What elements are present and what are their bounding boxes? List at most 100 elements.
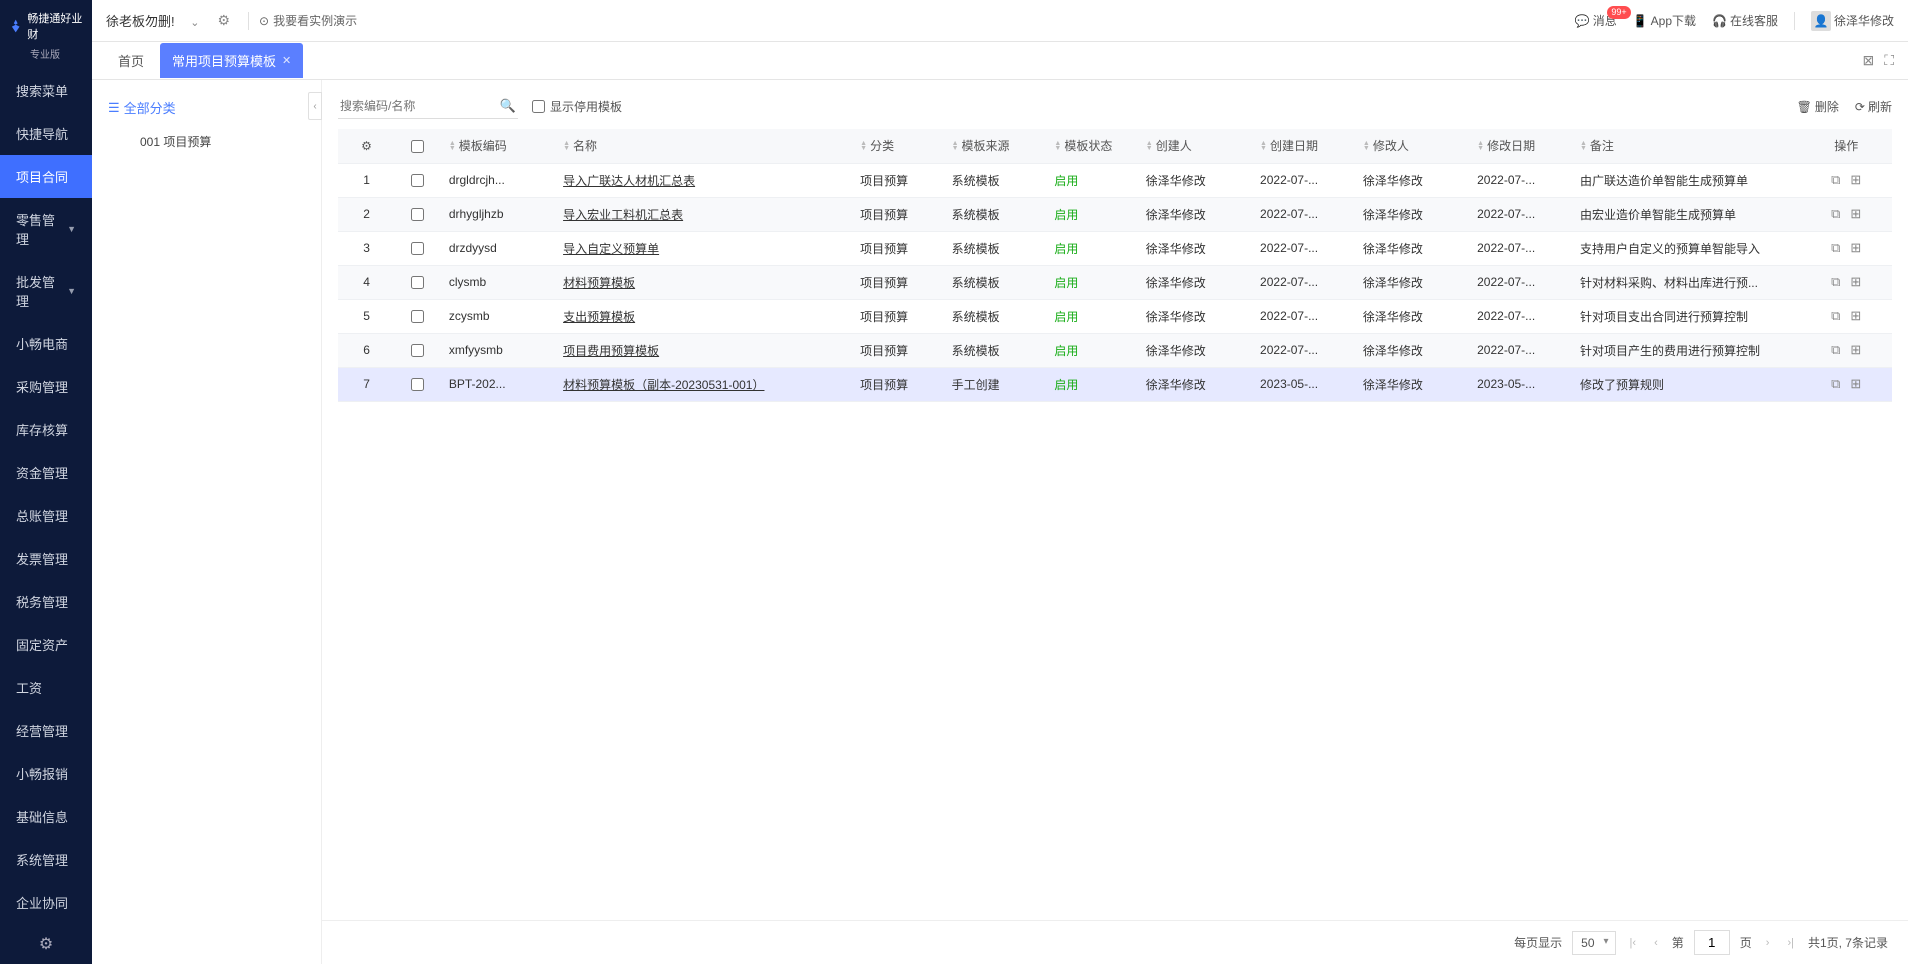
sidebar-item-17[interactable]: 系统管理 [0,838,92,881]
sidebar-item-label: 批发管理 [16,272,67,310]
sidebar-item-8[interactable]: 资金管理 [0,451,92,494]
view-icon[interactable]: ⧉ [1831,376,1840,392]
show-disabled-checkbox[interactable] [532,100,545,113]
sidebar-item-13[interactable]: 工资 [0,666,92,709]
table-row[interactable]: 5zcysmb支出预算模板项目预算系统模板启用徐泽华修改2022-07-...徐… [338,299,1892,333]
col-creator[interactable]: ▲▼创建人 [1138,129,1252,163]
fullscreen-icon[interactable]: ⛶ [1884,52,1894,69]
view-icon[interactable]: ⧉ [1831,172,1840,188]
support-button[interactable]: 🎧 在线客服 [1712,12,1778,29]
table-row[interactable]: 1drgldrcjh...导入广联达人材机汇总表项目预算系统模板启用徐泽华修改2… [338,163,1892,197]
table-row[interactable]: 7BPT-202...材料预算模板（副本-20230531-001）项目预算手工… [338,367,1892,401]
more-icon[interactable]: ⊞ [1850,376,1861,392]
select-all-checkbox[interactable] [411,140,424,153]
col-cdate[interactable]: ▲▼创建日期 [1252,129,1355,163]
category-root-label: 全部分类 [124,98,176,117]
more-icon[interactable]: ⊞ [1850,240,1861,256]
settings-icon[interactable]: ⚙ [39,936,53,953]
sidebar-item-3[interactable]: 零售管理▼ [0,198,92,260]
more-icon[interactable]: ⊞ [1850,172,1861,188]
view-icon[interactable]: ⧉ [1831,308,1840,324]
user-menu[interactable]: 👤 徐泽华修改 [1811,11,1894,31]
prev-page-button[interactable]: ‹ [1650,937,1662,949]
app-download-button[interactable]: 📱 App下载 [1633,12,1696,29]
close-icon[interactable]: ✕ [282,54,291,67]
more-icon[interactable]: ⊞ [1850,206,1861,222]
row-checkbox[interactable] [411,208,424,221]
sidebar-item-16[interactable]: 基础信息 [0,795,92,838]
search-input[interactable] [338,94,518,119]
category-item[interactable]: 001 项目预算 [102,121,311,154]
gear-icon[interactable]: ⚙ [217,12,230,29]
more-icon[interactable]: ⊞ [1850,308,1861,324]
col-mdate[interactable]: ▲▼修改日期 [1469,129,1572,163]
table-row[interactable]: 4clysmb材料预算模板项目预算系统模板启用徐泽华修改2022-07-...徐… [338,265,1892,299]
sidebar-item-10[interactable]: 发票管理 [0,537,92,580]
tab-budget-templates[interactable]: 常用项目预算模板 ✕ [160,43,303,78]
table-row[interactable]: 2drhygljhzb导入宏业工料机汇总表项目预算系统模板启用徐泽华修改2022… [338,197,1892,231]
refresh-button[interactable]: ⟳ 刷新 [1855,98,1892,115]
template-name-link[interactable]: 项目费用预算模板 [563,344,659,358]
sidebar-item-11[interactable]: 税务管理 [0,580,92,623]
sidebar-item-1[interactable]: 快捷导航 [0,112,92,155]
demo-link[interactable]: ⊙ 我要看实例演示 [259,12,357,29]
sidebar-item-5[interactable]: 小畅电商 [0,322,92,365]
row-checkbox[interactable] [411,378,424,391]
tab-home[interactable]: 首页 [106,43,156,78]
template-name-link[interactable]: 材料预算模板（副本-20230531-001） [563,378,764,392]
col-modifier[interactable]: ▲▼修改人 [1355,129,1469,163]
col-code[interactable]: ▲▼模板编码 [441,129,555,163]
view-icon[interactable]: ⧉ [1831,240,1840,256]
more-icon[interactable]: ⊞ [1850,342,1861,358]
row-checkbox[interactable] [411,242,424,255]
col-status[interactable]: ▲▼模板状态 [1046,129,1137,163]
first-page-button[interactable]: |‹ [1626,937,1641,949]
messages-button[interactable]: 💬 消息 99+ [1575,12,1617,29]
sidebar-item-6[interactable]: 采购管理 [0,365,92,408]
cell-source: 系统模板 [944,299,1047,333]
col-settings[interactable]: ⚙ [338,129,395,163]
close-all-icon[interactable]: ⊠ [1862,52,1874,69]
delete-button[interactable]: 🗑 删除 [1797,98,1839,115]
sidebar-item-15[interactable]: 小畅报销 [0,752,92,795]
template-name-link[interactable]: 支出预算模板 [563,310,635,324]
next-page-button[interactable]: › [1762,937,1774,949]
sidebar-item-14[interactable]: 经营管理 [0,709,92,752]
sidebar-item-7[interactable]: 库存核算 [0,408,92,451]
more-icon[interactable]: ⊞ [1850,274,1861,290]
category-root[interactable]: ☰ 全部分类 [102,94,311,121]
sidebar-item-0[interactable]: 搜索菜单 [0,69,92,112]
last-page-button[interactable]: ›| [1783,937,1798,949]
row-checkbox[interactable] [411,174,424,187]
sidebar-item-12[interactable]: 固定资产 [0,623,92,666]
col-category[interactable]: ▲▼分类 [852,129,943,163]
view-icon[interactable]: ⧉ [1831,206,1840,222]
collapse-button[interactable]: ‹ [308,92,322,120]
col-source[interactable]: ▲▼模板来源 [944,129,1047,163]
org-selector[interactable]: 徐老板勿删! ⌄ [106,11,199,30]
sidebar-item-4[interactable]: 批发管理▼ [0,260,92,322]
view-icon[interactable]: ⧉ [1831,342,1840,358]
search-icon[interactable]: 🔍 [500,98,516,114]
row-checkbox[interactable] [411,276,424,289]
template-name-link[interactable]: 导入自定义预算单 [563,242,659,256]
page-size-select[interactable]: 50 [1572,931,1615,955]
row-checkbox[interactable] [411,344,424,357]
show-disabled-toggle[interactable]: 显示停用模板 [532,98,622,115]
view-icon[interactable]: ⧉ [1831,274,1840,290]
table-row[interactable]: 3drzdyysd导入自定义预算单项目预算系统模板启用徐泽华修改2022-07-… [338,231,1892,265]
sidebar-item-18[interactable]: 企业协同 [0,881,92,924]
sidebar-item-9[interactable]: 总账管理 [0,494,92,537]
col-remark[interactable]: ▲▼备注 [1572,129,1801,163]
template-name-link[interactable]: 导入广联达人材机汇总表 [563,174,695,188]
cell-category: 项目预算 [852,197,943,231]
table-row[interactable]: 6xmfyysmb项目费用预算模板项目预算系统模板启用徐泽华修改2022-07-… [338,333,1892,367]
template-name-link[interactable]: 材料预算模板 [563,276,635,290]
sidebar-item-2[interactable]: 项目合同 [0,155,92,198]
support-label: 在线客服 [1730,12,1778,29]
template-name-link[interactable]: 导入宏业工料机汇总表 [563,208,683,222]
page-input[interactable] [1694,930,1730,955]
row-checkbox[interactable] [411,310,424,323]
col-select-all[interactable] [395,129,441,163]
col-name[interactable]: ▲▼名称 [555,129,852,163]
